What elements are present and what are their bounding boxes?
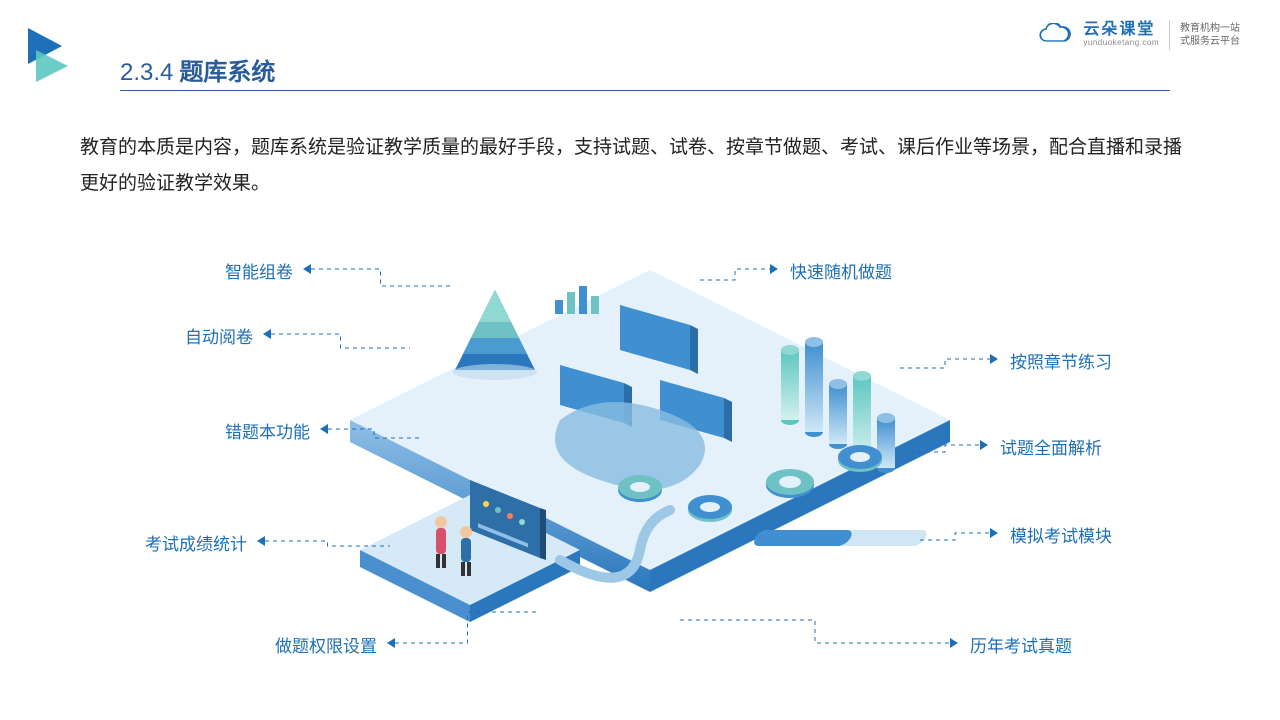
feature-label-left: 智能组卷	[225, 258, 293, 283]
feature-label-right: 历年考试真题	[970, 632, 1072, 657]
feature-label-left: 做题权限设置	[275, 632, 377, 657]
feature-diagram: 智能组卷自动阅卷错题本功能考试成绩统计做题权限设置 快速随机做题按照章节练习试题全…	[0, 220, 1280, 680]
feature-label-left: 错题本功能	[225, 418, 310, 443]
cloud-icon	[1037, 23, 1073, 47]
brand-name: 云朵课堂	[1083, 22, 1159, 39]
feature-label-left: 考试成绩统计	[145, 530, 247, 555]
feature-label-right: 快速随机做题	[790, 258, 892, 283]
corner-play-icon	[28, 28, 76, 87]
brand-tagline-2: 式服务云平台	[1180, 35, 1240, 48]
feature-label-right: 模拟考试模块	[1010, 522, 1112, 547]
brand-tagline-1: 教育机构一站	[1180, 22, 1240, 35]
brand-logo: 云朵课堂 yunduoketang.com 教育机构一站 式服务云平台	[1037, 20, 1240, 50]
feature-label-left: 自动阅卷	[185, 323, 253, 348]
section-number: 2.3.4	[120, 59, 173, 87]
progress-bar-icon	[751, 530, 930, 546]
heading-underline	[120, 90, 1170, 91]
section-heading: 2.3.4 题库系统	[120, 52, 275, 87]
feature-label-right: 试题全面解析	[1000, 434, 1102, 459]
feature-label-right: 按照章节练习	[1010, 348, 1112, 373]
brand-domain: yunduoketang.com	[1083, 39, 1159, 47]
section-title: 题库系统	[179, 52, 275, 87]
intro-paragraph: 教育的本质是内容，题库系统是验证教学质量的最好手段，支持试题、试卷、按章节做题、…	[80, 130, 1200, 202]
logo-separator	[1169, 20, 1170, 50]
